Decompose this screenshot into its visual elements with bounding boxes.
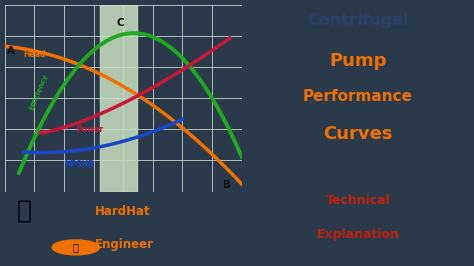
Text: Centrifugal: Centrifugal (307, 13, 409, 28)
Text: 🧑: 🧑 (17, 199, 32, 223)
Text: Curves: Curves (323, 125, 392, 143)
Circle shape (52, 240, 100, 255)
Text: Engineer: Engineer (95, 238, 154, 251)
Text: Explanation: Explanation (317, 228, 399, 241)
Text: Technical: Technical (326, 194, 390, 207)
Bar (100, 5, 137, 192)
Text: B: B (223, 180, 231, 190)
Text: Pump: Pump (329, 52, 387, 70)
Text: A: A (7, 46, 15, 56)
Text: NPSHR: NPSHR (64, 160, 94, 169)
Text: Performance: Performance (303, 89, 413, 103)
Text: HardHat: HardHat (95, 205, 150, 218)
Text: C: C (116, 18, 124, 28)
Text: Power: Power (76, 125, 103, 134)
Text: Head: Head (24, 51, 46, 60)
Text: 🔥: 🔥 (73, 242, 79, 252)
Text: Efficiency: Efficiency (28, 73, 48, 111)
